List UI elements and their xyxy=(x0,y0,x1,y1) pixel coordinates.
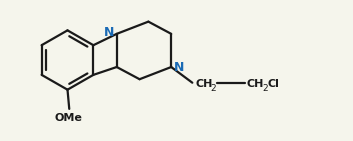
Text: N: N xyxy=(103,26,114,39)
Text: 2: 2 xyxy=(262,84,268,93)
Text: CH: CH xyxy=(195,80,213,89)
Text: OMe: OMe xyxy=(54,113,82,123)
Text: CH: CH xyxy=(247,80,264,89)
Text: 2: 2 xyxy=(210,84,216,93)
Text: N: N xyxy=(174,60,184,73)
Text: Cl: Cl xyxy=(268,80,280,89)
